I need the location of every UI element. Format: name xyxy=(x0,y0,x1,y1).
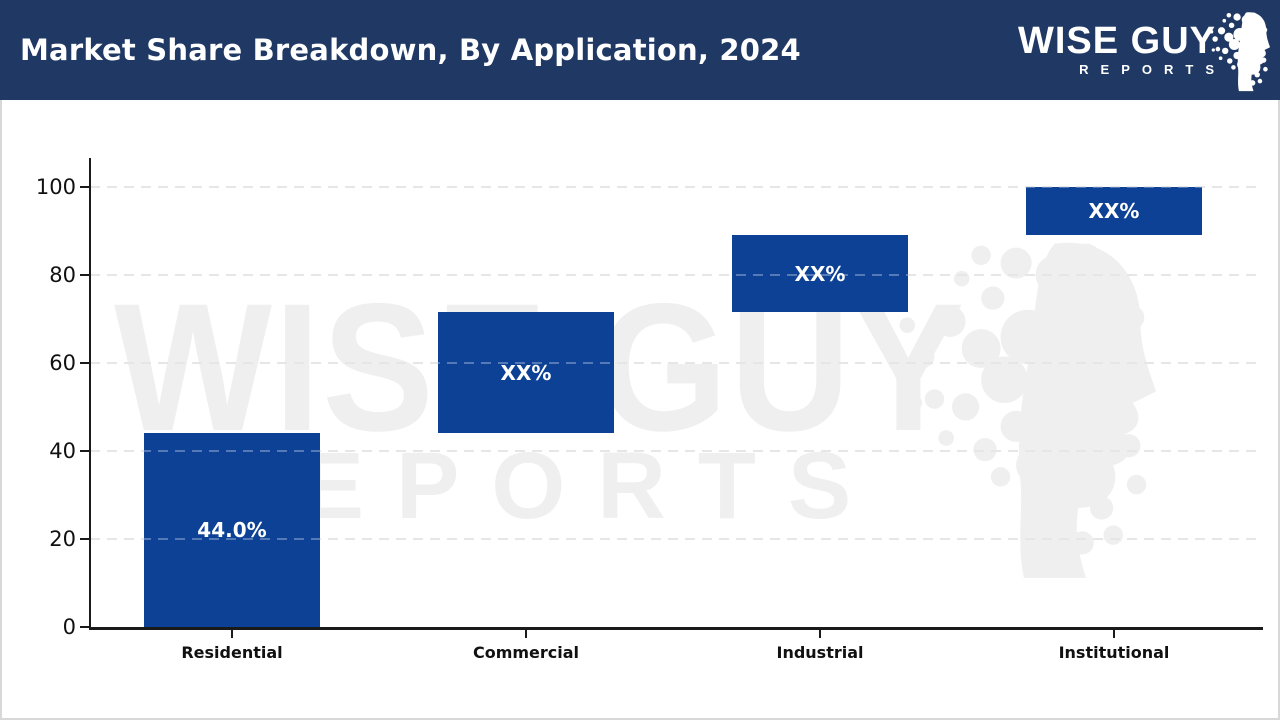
x-tick-mark xyxy=(231,630,233,638)
bar-value-label: XX% xyxy=(794,261,846,286)
gridline-overlay xyxy=(90,538,1262,540)
gridline-overlay xyxy=(90,362,1262,364)
bar-value-label: XX% xyxy=(500,360,552,385)
category-label-industrial: Industrial xyxy=(776,643,864,662)
y-tick-label: 40 xyxy=(49,439,76,463)
gridline xyxy=(90,274,1262,276)
y-tick-mark xyxy=(80,274,89,276)
bar-residential xyxy=(144,433,320,627)
bar-institutional xyxy=(1026,187,1202,236)
chart-area: WISE GUY REPORTS 0 20 40 60 80 100 Residential… xyxy=(0,100,1280,720)
bar-industrial xyxy=(732,235,908,313)
gridline xyxy=(90,450,1262,452)
category-label-institutional: Institutional xyxy=(1058,643,1170,662)
y-tick-mark xyxy=(80,362,89,364)
logo-wordmark: WISE GUY xyxy=(1017,20,1216,62)
y-tick-mark xyxy=(80,450,89,452)
gridline-overlay xyxy=(90,450,1262,452)
bar-commercial xyxy=(438,312,614,434)
category-label-residential: Residential xyxy=(181,643,283,662)
logo-head-icon xyxy=(1209,12,1270,92)
y-tick-label: 100 xyxy=(35,175,76,199)
page-title: Market Share Breakdown, By Application, … xyxy=(20,33,801,67)
y-tick-label: 80 xyxy=(49,263,76,287)
y-tick-mark xyxy=(80,186,89,188)
x-axis-line xyxy=(89,627,1263,630)
y-tick-label: 60 xyxy=(49,351,76,375)
gridline xyxy=(90,362,1262,364)
y-tick-mark xyxy=(80,626,89,628)
x-tick-mark xyxy=(525,630,527,638)
y-tick-label: 0 xyxy=(62,615,76,639)
bar-value-label: 44.0% xyxy=(197,518,267,543)
bar-value-label: XX% xyxy=(1088,199,1140,224)
x-tick-mark xyxy=(819,630,821,638)
gridline-overlay xyxy=(90,274,1262,276)
logo-subtext: REPORTS xyxy=(1079,62,1226,77)
gridline-overlay xyxy=(90,186,1262,188)
y-axis-line xyxy=(89,158,91,629)
gridline xyxy=(90,186,1262,188)
x-tick-mark xyxy=(1113,630,1115,638)
header-bar: Market Share Breakdown, By Application, … xyxy=(0,0,1280,100)
y-tick-label: 20 xyxy=(49,527,76,551)
watermark-head-icon xyxy=(899,242,1156,578)
logo-text: WISE GUY REPORTS xyxy=(1018,22,1216,77)
gridline xyxy=(90,538,1262,540)
brand-logo: WISE GUY REPORTS xyxy=(1014,0,1274,100)
y-tick-mark xyxy=(80,538,89,540)
category-label-commercial: Commercial xyxy=(472,643,580,662)
